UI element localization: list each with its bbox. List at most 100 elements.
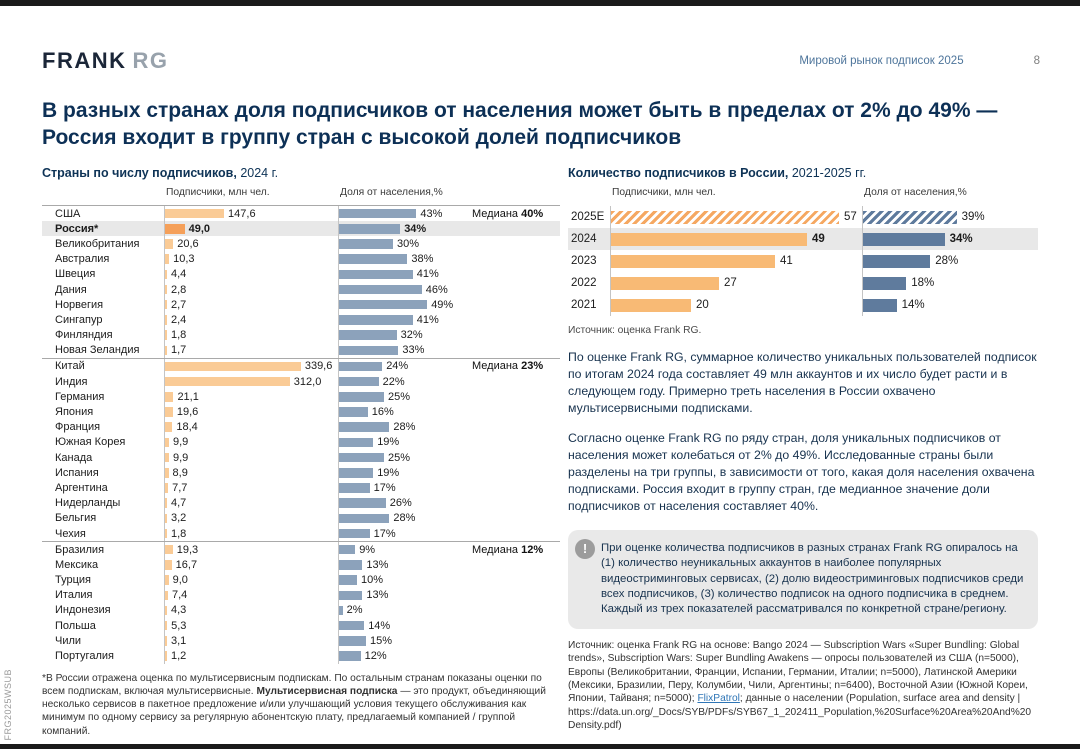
subscribers-cell: 7,7 (164, 480, 338, 496)
median-label: Медиана 23% (472, 360, 544, 373)
subscribers-cell: 1,8 (164, 525, 338, 542)
share-bar (339, 239, 393, 249)
subscribers-bar (611, 210, 839, 224)
share-cell: 34% (862, 228, 1038, 250)
country-label: Чехия (55, 527, 86, 540)
subscribers-cell: 10,3 (164, 251, 338, 267)
country-label: Италия (55, 589, 93, 602)
country-label: Португалия (55, 650, 114, 663)
subscribers-cell: 9,9 (164, 434, 338, 450)
subscribers-value: 20 (696, 299, 709, 311)
share-cell: 2% (338, 602, 560, 619)
share-value: 28% (935, 255, 959, 267)
year-label: 2021 (571, 299, 597, 311)
country-label: Канада (55, 451, 93, 464)
share-bar (339, 315, 413, 325)
top-edge-bar (0, 0, 1080, 6)
share-bar (339, 224, 401, 234)
country-row: Чили 3,1 15% (42, 633, 560, 649)
brand-rg: RG (132, 48, 169, 73)
subscribers-cell: 2,7 (164, 297, 338, 313)
subscribers-cell: 2,4 (164, 312, 338, 328)
share-value: 46% (425, 283, 448, 296)
country-row: Южная Корея 9,9 19% (42, 434, 560, 450)
share-cell: 16% (338, 404, 560, 420)
share-value: 26% (389, 497, 412, 510)
share-cell: 13% (338, 587, 560, 603)
subscribers-cell: 41 (610, 250, 862, 272)
sources-part1: Источник: оценка Frank RG на основе: Ban… (568, 639, 1028, 705)
methodology-note: ! При оценке количества подписчиков в ра… (568, 529, 1038, 629)
share-value: 39% (961, 211, 985, 223)
share-cell: 33% (338, 342, 560, 358)
footnote-part2: — это продукт, объединяющий несколько се… (42, 685, 546, 737)
exclamation-icon: ! (575, 538, 595, 559)
subscribers-bar (165, 575, 169, 585)
country-group: Китай 339,6 24% Медиана 23% Индия 312,0 22% Гер… (42, 357, 560, 542)
russia-column-headers: Подписчики, млн чел. Доля от населения,% (568, 187, 1038, 203)
bottom-edge-bar (0, 744, 1080, 749)
subscribers-value: 1,2 (171, 650, 187, 663)
country-label: Япония (55, 406, 94, 419)
countries-chart-title-year: 2024 г. (236, 166, 279, 180)
countries-chart-body: США 147,6 43% Медиана 40% Россия* 49,0 34% Вели… (42, 205, 560, 664)
share-cell: 39% (862, 206, 1038, 228)
subscribers-value: 3,2 (171, 512, 187, 525)
country-row: Мексика 16,7 13% (42, 557, 560, 573)
subscribers-value: 20,6 (177, 237, 199, 250)
country-row: Великобритания 20,6 30% (42, 236, 560, 252)
report-title: Мировой рынок подписок 2025 (799, 55, 964, 67)
share-cell: 41% (338, 312, 560, 328)
subscribers-value: 4,4 (171, 268, 187, 281)
share-value: 17% (373, 527, 396, 540)
share-value: 12% (364, 650, 387, 663)
flixpatrol-link[interactable]: FlixPatrol (697, 693, 740, 705)
subscribers-value: 10,3 (173, 253, 195, 266)
share-cell: 14% (862, 294, 1038, 316)
share-value: 13% (366, 558, 389, 571)
country-label: Финляндия (55, 329, 113, 342)
share-value: 22% (382, 375, 405, 388)
country-row: Испания 8,9 19% (42, 465, 560, 481)
country-row: Китай 339,6 24% Медиана 23% (42, 358, 560, 375)
country-row: Индия 312,0 22% (42, 374, 560, 390)
subscribers-cell: 9,0 (164, 572, 338, 588)
year-row: 2024 49 34% (568, 228, 1038, 250)
country-label: Бразилия (55, 543, 105, 556)
paragraph-2: Согласно оценке Frank RG по ряду стран, … (568, 430, 1035, 513)
share-cell: 41% (338, 266, 560, 282)
russia-section: Количество подписчиков в России, 2021-20… (568, 166, 1038, 733)
subscribers-bar (165, 208, 225, 219)
country-row: Бельгия 3,2 28% (42, 510, 560, 526)
share-value: 43% (420, 207, 443, 220)
share-bar (339, 636, 366, 646)
russia-share-column-header: Доля от населения,% (864, 187, 967, 198)
share-bar (339, 575, 357, 585)
country-row: Новая Зеландия 1,7 33% (42, 342, 560, 358)
year-label: 2023 (571, 255, 597, 267)
subscribers-bar (165, 605, 167, 616)
subscribers-bar (165, 239, 174, 249)
country-row: Франция 18,4 28% (42, 419, 560, 435)
share-value: 41% (416, 268, 439, 281)
subscribers-value: 5,3 (171, 619, 187, 632)
share-cell: 22% (338, 374, 560, 390)
country-label: Дания (55, 283, 87, 296)
country-row: Германия 21,1 25% (42, 389, 560, 405)
share-cell: 28% (862, 250, 1038, 272)
share-cell: 49% (338, 297, 560, 313)
share-bar (339, 330, 397, 340)
country-row: Турция 9,0 10% (42, 572, 560, 588)
share-cell: 38% (338, 251, 560, 267)
country-row: Португалия 1,2 12% (42, 648, 560, 664)
subscribers-cell: 20,6 (164, 236, 338, 252)
country-row: Австралия 10,3 38% (42, 251, 560, 267)
slide-title: В разных странах доля подписчиков от нас… (42, 99, 998, 149)
country-label: Бельгия (55, 512, 97, 525)
subscribers-bar (165, 437, 169, 448)
subscribers-bar (165, 254, 170, 264)
subscribers-cell: 4,3 (164, 602, 338, 619)
footnote: *В России отражена оценка по мультисерви… (42, 672, 560, 738)
subscribers-value: 57 (844, 211, 857, 223)
year-row: 2021 20 14% (568, 294, 1038, 316)
